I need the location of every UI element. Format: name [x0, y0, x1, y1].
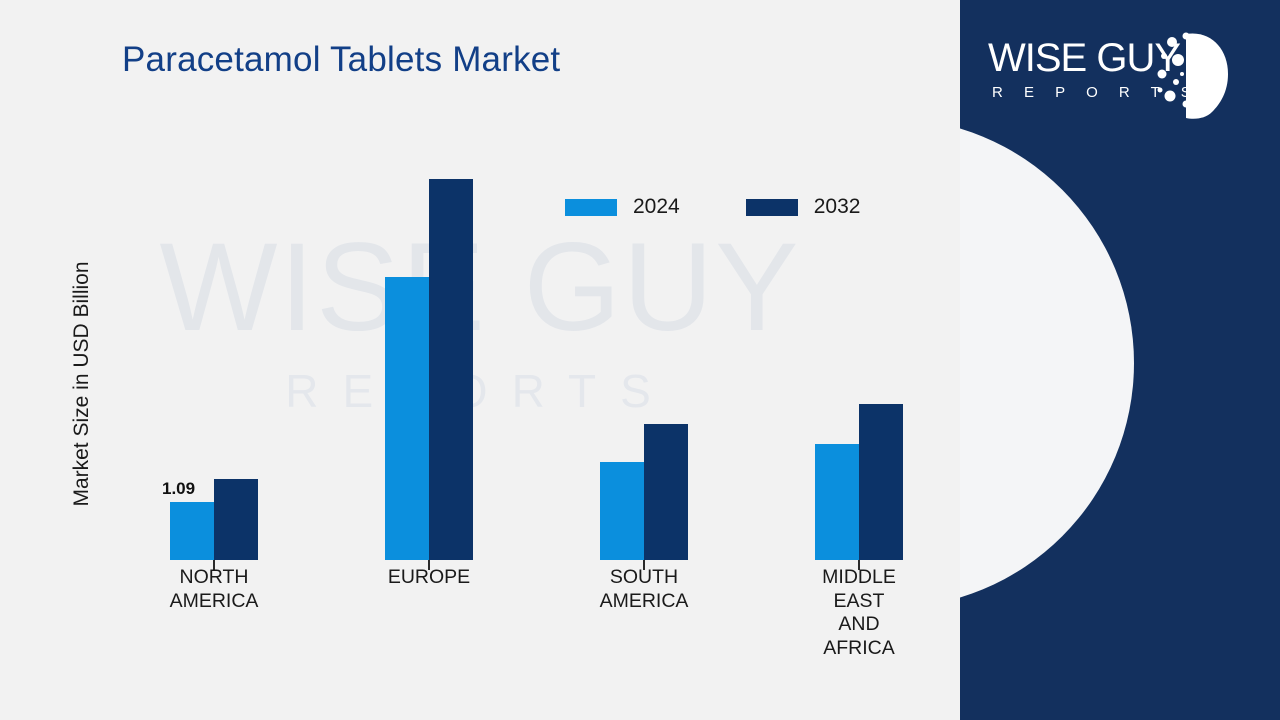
bar-2024[interactable] [170, 501, 214, 560]
logo: WISE GUY R E P O R T S [988, 32, 1228, 122]
bar-2032[interactable] [859, 404, 903, 560]
brain-dots-pattern-icon [960, 118, 1134, 608]
chart-legend: 2024 2032 [565, 195, 861, 219]
page-title: Paracetamol Tablets Market [122, 40, 561, 79]
bar-2032[interactable] [429, 178, 473, 560]
legend-label-2032: 2032 [813, 195, 861, 218]
x-axis-tick [428, 560, 430, 570]
legend-item-2024[interactable]: 2024 [565, 195, 680, 219]
bar-group: SOUTH AMERICA [600, 160, 688, 612]
legend-swatch-2032 [745, 198, 798, 216]
logo-face-dots-icon [1157, 32, 1228, 119]
logo-primary-text: WISE GUY [988, 36, 1181, 80]
x-axis-tick [643, 560, 645, 570]
chart-plot-area: Market Size in USD Billion 2024 2032 1.0… [70, 160, 903, 659]
x-axis-category-label: NORTH AMERICA [169, 566, 259, 612]
brand-panel [960, 0, 1280, 720]
x-axis-tick [858, 560, 860, 570]
bar-group: MIDDLE EAST AND AFRICA [815, 160, 903, 659]
logo-secondary-text: R E P O R T S [992, 84, 1200, 101]
legend-label-2024: 2024 [633, 195, 680, 218]
x-axis-category-label: EUROPE [387, 566, 471, 588]
x-axis-category-label: SOUTH AMERICA [599, 566, 689, 612]
bar-groups: 1.09 NORTH AMERICA EUROPE SOUTH AMERICA MIDD… [162, 160, 903, 659]
bar-group: EUROPE [385, 160, 473, 588]
bar-2024[interactable] [815, 443, 859, 560]
bar-2032[interactable] [644, 424, 688, 560]
bar-2024[interactable] [385, 277, 429, 560]
legend-item-2032[interactable]: 2032 [745, 195, 861, 219]
x-axis-tick [213, 560, 215, 570]
legend-swatch-2024 [565, 198, 617, 216]
x-axis-category-label: MIDDLE EAST AND AFRICA [822, 566, 896, 659]
bar-value-label: 1.09 [162, 478, 196, 498]
bar-2024[interactable] [600, 462, 644, 560]
bar-group: 1.09 NORTH AMERICA [162, 160, 258, 612]
bar-2032[interactable] [214, 479, 258, 560]
